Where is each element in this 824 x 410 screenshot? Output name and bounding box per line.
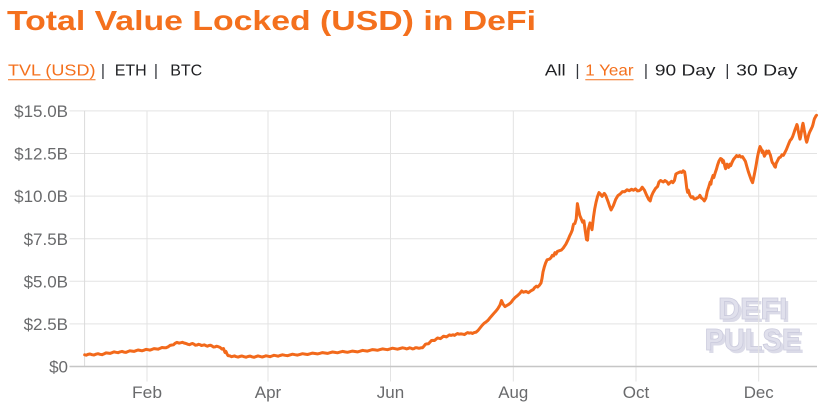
svg-text:30 Day: 30 Day — [736, 63, 797, 80]
svg-text:$0: $0 — [49, 358, 68, 377]
svg-text:90 Day: 90 Day — [655, 63, 716, 80]
svg-text:Dec: Dec — [744, 383, 774, 402]
svg-text:1 Year: 1 Year — [585, 63, 634, 80]
svg-text:$7.5B: $7.5B — [24, 230, 68, 249]
svg-text:$12.5B: $12.5B — [14, 145, 68, 164]
svg-text:$5.0B: $5.0B — [24, 272, 68, 291]
svg-text:All: All — [545, 63, 566, 80]
svg-text:DEFI: DEFI — [718, 292, 788, 326]
svg-text:$2.5B: $2.5B — [24, 315, 68, 334]
svg-text:DEFI: DEFI — [721, 295, 791, 329]
svg-text:|: | — [725, 63, 729, 80]
svg-text:PULSE: PULSE — [707, 326, 803, 360]
svg-text:PULSE: PULSE — [705, 323, 801, 357]
svg-text:|: | — [575, 63, 579, 80]
svg-text:|: | — [154, 63, 158, 80]
svg-text:|: | — [644, 63, 648, 80]
svg-text:Oct: Oct — [623, 383, 650, 402]
svg-text:$10.0B: $10.0B — [14, 187, 68, 206]
svg-text:Aug: Aug — [498, 383, 528, 402]
svg-text:|: | — [101, 63, 105, 80]
svg-text:Apr: Apr — [255, 383, 282, 402]
svg-text:Jun: Jun — [377, 383, 404, 402]
svg-text:ETH: ETH — [115, 63, 147, 80]
svg-text:TVL (USD): TVL (USD) — [8, 63, 96, 80]
svg-text:BTC: BTC — [170, 63, 202, 80]
svg-text:Total Value Locked (USD) in De: Total Value Locked (USD) in DeFi — [7, 5, 536, 36]
svg-text:Feb: Feb — [132, 383, 162, 402]
svg-text:$15.0B: $15.0B — [14, 102, 68, 121]
